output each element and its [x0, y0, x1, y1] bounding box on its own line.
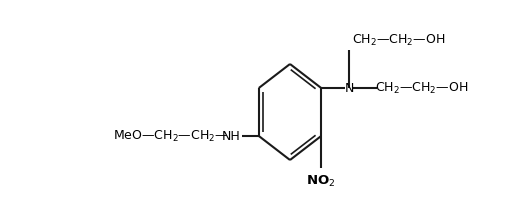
Text: CH$_2$—CH$_2$—OH: CH$_2$—CH$_2$—OH [352, 33, 445, 48]
Text: CH$_2$—CH$_2$—OH: CH$_2$—CH$_2$—OH [375, 80, 468, 96]
Text: MeO—CH$_2$—CH$_2$—: MeO—CH$_2$—CH$_2$— [113, 129, 229, 144]
Text: NH: NH [222, 130, 241, 143]
Text: NO$_2$: NO$_2$ [306, 174, 336, 189]
Text: N: N [344, 82, 354, 94]
